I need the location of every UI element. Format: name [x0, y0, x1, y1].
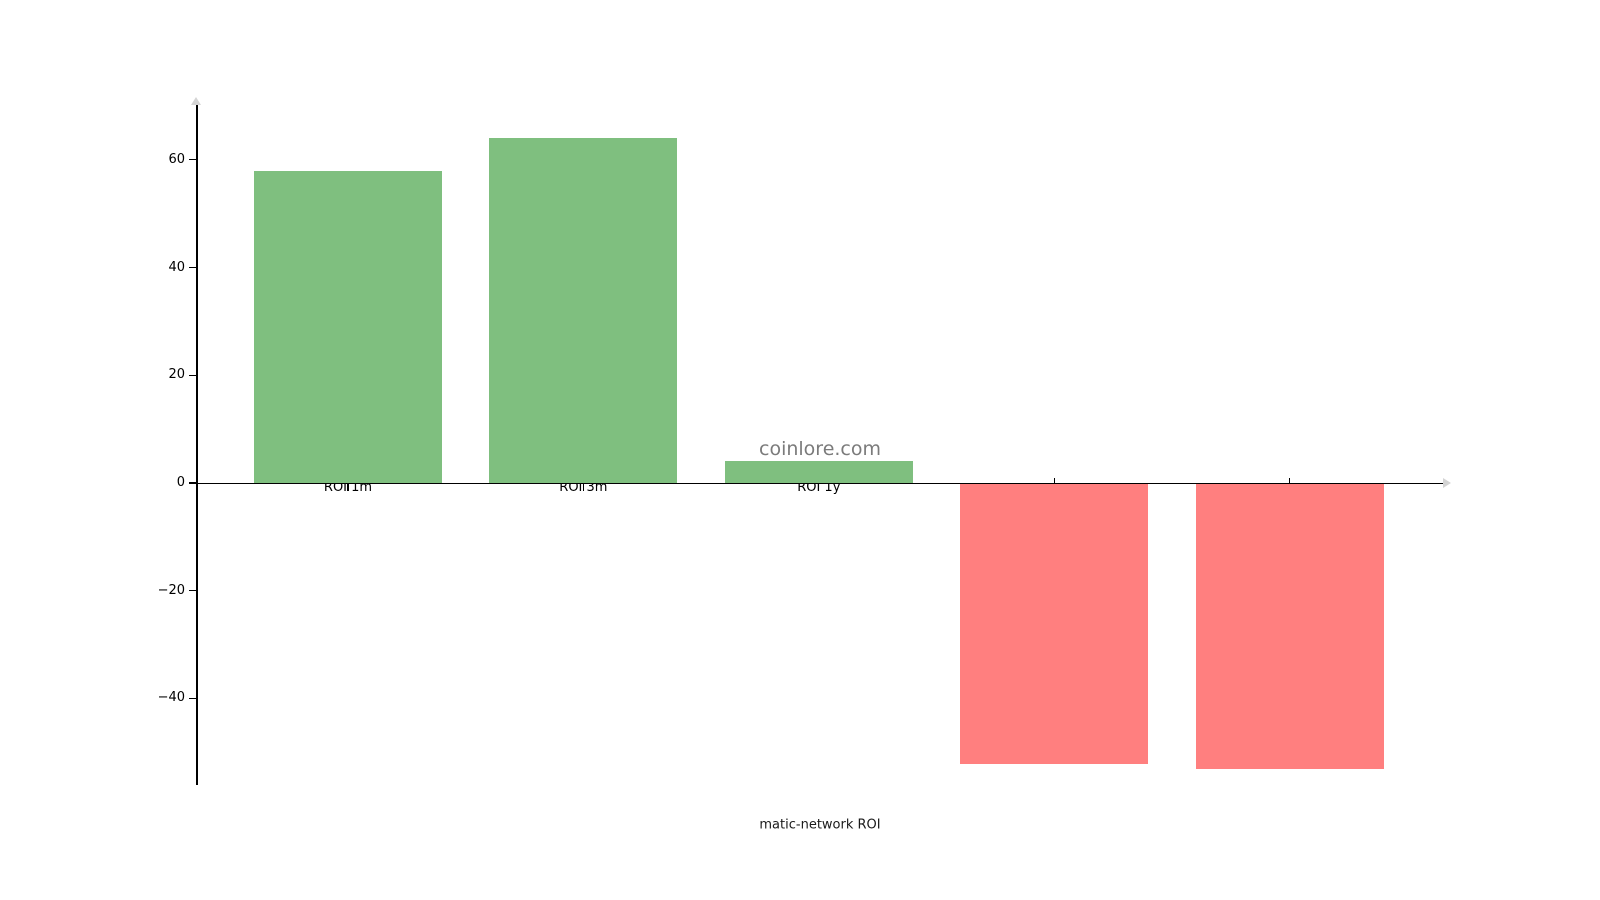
- x-axis-arrow-icon: [1443, 478, 1451, 488]
- y-tick-0: [189, 482, 196, 484]
- bar-bar-5: [1195, 484, 1384, 770]
- y-axis-arrow-icon: [191, 97, 201, 105]
- x-axis-line: [196, 482, 1443, 484]
- y-tick-label-20: 20: [168, 367, 185, 383]
- y-tick-label-0: 0: [176, 475, 185, 490]
- y-tick-20: [189, 374, 196, 376]
- y-tick-label-40: 40: [168, 259, 185, 275]
- y-tick--20: [189, 590, 196, 592]
- y-tick-label--40: −40: [157, 690, 185, 706]
- bar-roi-1y: [724, 461, 913, 483]
- y-tick-40: [189, 267, 196, 269]
- watermark: coinlore.com: [759, 438, 881, 460]
- y-tick--40: [189, 697, 196, 699]
- y-tick-60: [189, 159, 196, 161]
- bar-bar-4: [960, 484, 1149, 765]
- x-tick-roi-3m: [582, 478, 584, 491]
- bar-roi-3m: [489, 138, 678, 483]
- x-tick-roi-1m: [347, 478, 349, 491]
- x-tick-roi-1y: [818, 478, 820, 491]
- y-tick-label--20: −20: [157, 582, 185, 598]
- x-tick-label-roi-1y: ROI 1y: [797, 480, 841, 495]
- bar-roi-1m: [254, 170, 442, 483]
- x-tick-label-roi-3m: ROI 3m: [559, 480, 608, 495]
- y-tick-label-60: 60: [168, 151, 185, 167]
- y-axis-line: [196, 105, 198, 785]
- x-tick-label-roi-1m: ROI 1m: [323, 480, 373, 495]
